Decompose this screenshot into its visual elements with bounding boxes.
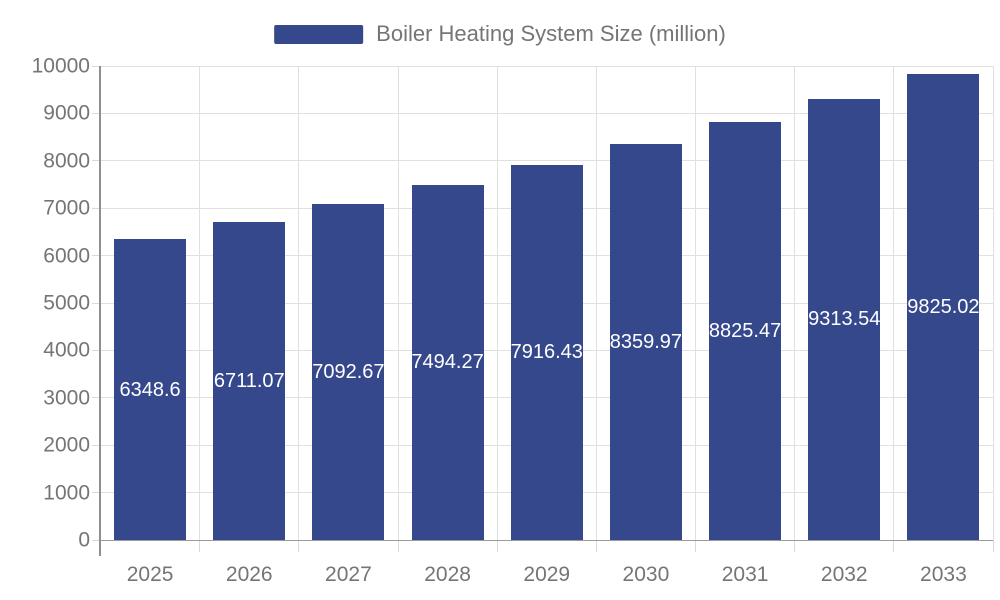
legend-label: Boiler Heating System Size (million) [376, 21, 726, 46]
bar-value-label: 7494.27 [411, 351, 484, 374]
y-axis-tick-label: 1000 [43, 481, 90, 505]
x-gridline [397, 66, 399, 540]
y-axis-tick-label: 8000 [43, 149, 90, 173]
bar-2029[interactable] [510, 164, 583, 540]
y-axis-tick [91, 160, 101, 162]
x-axis-tick-label: 2032 [820, 563, 868, 586]
bar-2032[interactable] [808, 98, 881, 540]
y-axis-tick [91, 444, 101, 446]
y-axis-tick-label: 4000 [43, 338, 90, 362]
x-axis-tick [992, 540, 994, 552]
y-axis-tick [91, 302, 101, 304]
x-axis-tick [199, 540, 201, 552]
y-axis-tick [91, 65, 101, 67]
x-axis-tick [298, 540, 300, 552]
bar-value-label: 6348.6 [119, 378, 181, 401]
y-axis-tick-label: 3000 [43, 386, 90, 410]
x-axis-tick [595, 540, 597, 552]
x-axis-tick-label: 2033 [920, 563, 967, 586]
y-axis-tick-label: 7000 [43, 196, 90, 220]
legend-item[interactable]: Boiler Heating System Size (million) [274, 21, 726, 47]
bar-value-label: 8825.47 [708, 319, 782, 342]
x-gridline [992, 66, 994, 540]
y-axis-tick [91, 112, 101, 114]
x-axis-tick-label: 2025 [126, 563, 174, 586]
y-axis-tick-label: 0 [78, 528, 90, 552]
bar-2026[interactable] [213, 221, 286, 540]
y-axis-tick [91, 397, 101, 399]
bar-value-label: 9313.54 [808, 308, 881, 331]
x-gridline [595, 66, 597, 540]
x-axis-tick [397, 540, 399, 552]
x-axis-tick [794, 540, 796, 552]
x-axis-tick-label: 2028 [424, 563, 471, 586]
x-axis-tick-label: 2030 [622, 563, 670, 586]
bar-2025[interactable] [114, 239, 187, 540]
x-axis-tick [893, 540, 895, 552]
legend-swatch [274, 24, 364, 44]
y-gridline [100, 112, 993, 114]
y-axis-tick-label: 10000 [31, 54, 90, 78]
y-axis-line [99, 66, 101, 556]
y-axis-tick [91, 349, 101, 351]
x-axis-tick-label: 2031 [721, 563, 769, 586]
bar-2027[interactable] [312, 203, 385, 540]
x-axis-line [100, 539, 993, 541]
x-axis-tick [695, 540, 696, 552]
x-gridline [496, 66, 498, 540]
x-gridline [298, 66, 300, 540]
y-axis-tick-label: 2000 [43, 433, 90, 457]
y-axis-tick [91, 539, 101, 541]
y-axis-tick [91, 492, 101, 494]
bar-value-label: 7916.43 [510, 341, 583, 364]
y-axis-tick [91, 207, 101, 209]
x-axis-tick-label: 2029 [523, 563, 571, 586]
bar-value-label: 7092.67 [312, 360, 385, 383]
y-axis-tick [91, 255, 101, 257]
y-axis-tick-label: 6000 [43, 244, 90, 268]
x-axis-tick [496, 540, 498, 552]
x-axis-tick-label: 2026 [225, 563, 273, 586]
y-gridline [100, 65, 993, 67]
x-gridline [893, 66, 895, 540]
x-axis-tick-label: 2027 [325, 563, 372, 586]
x-gridline [794, 66, 796, 540]
y-axis-tick-label: 9000 [43, 101, 90, 125]
x-gridline [199, 66, 201, 540]
bar-value-label: 9825.02 [907, 296, 980, 319]
bar-value-label: 6711.07 [213, 369, 285, 392]
bar-2033[interactable] [907, 74, 980, 540]
bar-2030[interactable] [609, 143, 682, 540]
x-gridline [695, 66, 696, 540]
bar-2031[interactable] [709, 121, 782, 540]
bar-2028[interactable] [411, 184, 484, 540]
bar-value-label: 8359.97 [609, 330, 683, 353]
y-gridline [100, 160, 993, 162]
y-axis-tick-label: 5000 [43, 291, 90, 315]
